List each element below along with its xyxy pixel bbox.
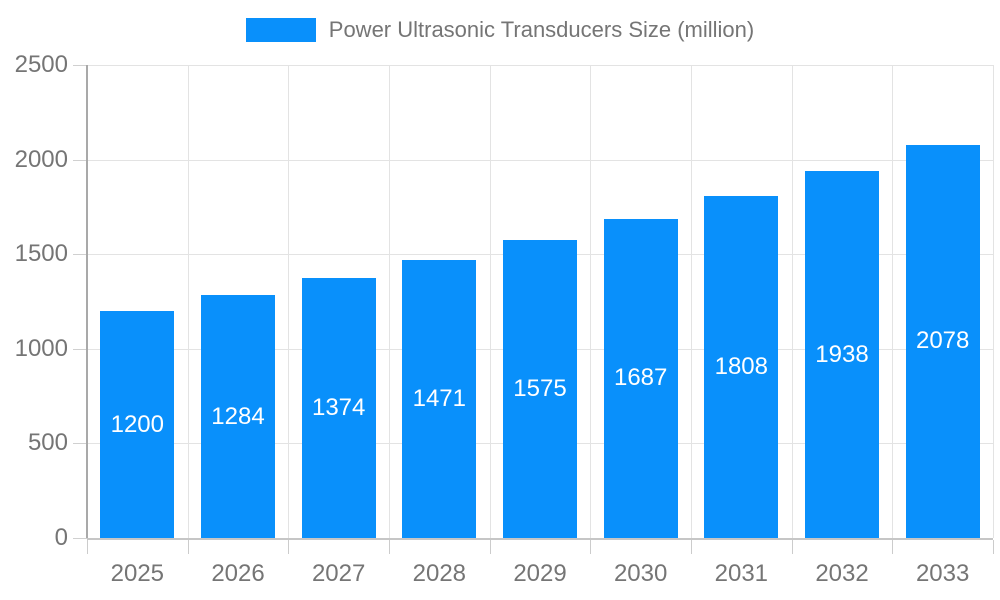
y-axis-tick [73,254,87,256]
gridline-vertical [892,65,894,538]
gridline-vertical [993,65,994,538]
y-axis-tick [73,443,87,445]
x-axis-tick-label: 2029 [513,560,567,587]
x-axis-tick [791,540,793,554]
x-axis-tick [691,540,692,554]
x-axis-tick [187,540,189,554]
x-axis-tick-label: 2025 [110,560,165,587]
bar-value-label: 1575 [513,375,567,402]
x-axis-tick [87,540,88,554]
bar-value-label: 1938 [815,340,869,368]
x-axis-tick [993,540,994,554]
bar[interactable]: 2078 [905,144,980,538]
bar-value-label: 1374 [311,394,366,421]
x-axis-tick-label: 2032 [815,560,869,587]
y-axis-tick-label: 500 [27,429,68,457]
gridline-horizontal [87,159,993,161]
x-axis-tick-label: 2030 [613,560,668,587]
x-axis-tick [892,540,894,554]
y-axis-tick-label: 1500 [14,240,68,268]
bar-value-label: 1808 [714,352,768,380]
gridline-vertical [288,65,290,538]
bar-value-label: 2078 [915,327,970,355]
y-axis-tick-label: 0 [54,524,68,551]
x-axis-tick-label: 2028 [412,560,467,587]
y-axis-tick [73,159,87,161]
bar[interactable]: 1575 [503,240,577,538]
gridline-vertical [691,65,692,538]
gridline-vertical [187,65,189,538]
x-axis-tick [288,540,290,554]
gridline-horizontal [87,65,993,66]
x-axis-tick [389,540,390,554]
y-axis-tick [73,348,87,350]
bar[interactable]: 1284 [201,295,275,538]
bar-value-label: 1284 [211,402,265,430]
bar[interactable]: 1938 [805,171,879,538]
y-axis-tick-label: 2000 [14,145,68,173]
bar-value-label: 1200 [110,410,164,438]
gridline-vertical [791,65,793,538]
x-axis-line [87,538,993,540]
gridline-vertical [489,65,491,538]
bar[interactable]: 1374 [301,278,376,538]
legend-swatch-icon [245,18,316,42]
x-axis-tick-label: 2033 [915,560,970,587]
y-axis-tick-label: 1000 [14,334,68,362]
bar-value-label: 1687 [613,364,668,392]
x-axis-tick-label: 2031 [714,560,769,587]
y-axis-tick [73,65,87,66]
y-axis-tick-label: 2500 [14,51,68,78]
legend-label: Power Ultrasonic Transducers Size (milli… [328,17,755,42]
bar[interactable]: 1200 [100,311,175,538]
x-axis-tick [590,540,592,554]
x-axis-tick-label: 2026 [211,560,265,587]
gridline-vertical [590,65,592,538]
y-axis-tick [73,538,87,539]
bar[interactable]: 1687 [603,218,678,538]
legend-item[interactable]: Power Ultrasonic Transducers Size (milli… [0,17,1000,43]
x-axis-tick-label: 2027 [311,560,366,587]
bar[interactable]: 1808 [704,195,779,538]
x-axis-tick [489,540,491,554]
bar[interactable]: 1471 [402,259,477,538]
bar-value-label: 1471 [412,384,466,412]
y-axis-line [86,65,88,538]
gridline-vertical [389,65,390,538]
